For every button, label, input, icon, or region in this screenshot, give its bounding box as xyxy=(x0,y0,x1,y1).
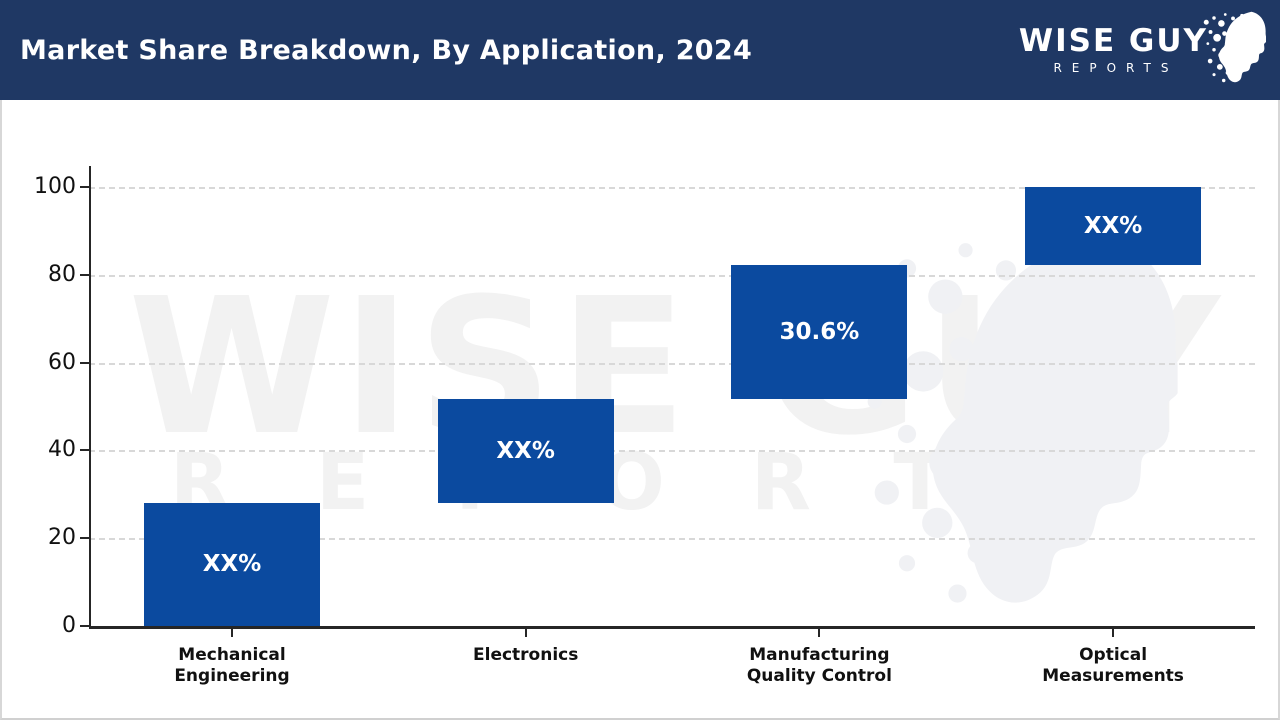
bar-value-label: XX% xyxy=(202,551,262,578)
gridline xyxy=(89,362,1255,365)
y-axis-tick-label: 0 xyxy=(62,613,76,638)
wise-guy-logo: WISE GUY REPORTS xyxy=(1019,9,1266,91)
x-axis-tick xyxy=(524,629,527,637)
y-axis-tick-label: 60 xyxy=(48,349,76,375)
x-axis-label-mechanical-engineering: Mechanical Engineering xyxy=(174,645,290,687)
y-axis-tick xyxy=(80,186,90,188)
y-axis-tick-label: 80 xyxy=(48,261,76,287)
gridline xyxy=(89,450,1255,453)
logo-subtitle: REPORTS xyxy=(1053,60,1179,75)
logo-wordmark: WISE GUY xyxy=(1018,22,1208,59)
bar-manufacturing-quality-control: 30.6% xyxy=(731,264,908,400)
gridline xyxy=(89,274,1255,277)
x-axis-tick xyxy=(231,629,233,637)
plot: 0 20 40 60 80 100 XX% Mechanical Engineering XX%… xyxy=(2,100,1278,718)
bar-optical-measurements: XX% xyxy=(1025,187,1202,265)
logo-face-icon xyxy=(1202,9,1266,91)
x-axis-tick xyxy=(1112,629,1115,637)
y-axis-tick xyxy=(80,361,90,364)
bar-value-label: XX% xyxy=(496,437,555,464)
x-axis-label-electronics: Electronics xyxy=(473,645,579,665)
gridline xyxy=(89,187,1255,189)
x-axis-label-manufacturing-quality-control: Manufacturing Quality Control xyxy=(746,645,892,687)
bar-mechanical-engineering: XX% xyxy=(144,502,320,626)
y-axis-tick xyxy=(80,625,90,627)
logo-text: WISE GUY REPORTS xyxy=(1018,22,1208,75)
chart-area: WISE GUY REPORTS 0 20 40 60 80 100 XX% Mechanic… xyxy=(0,100,1280,720)
bar-electronics: XX% xyxy=(437,399,614,503)
page-title: Market Share Breakdown, By Application, … xyxy=(20,34,753,66)
bar-value-label: 30.6% xyxy=(779,318,860,345)
y-axis-line xyxy=(89,166,91,629)
bar-value-label: XX% xyxy=(1083,212,1143,239)
header-bar: Market Share Breakdown, By Application, … xyxy=(0,0,1280,100)
x-axis-label-optical-measurements: Optical Measurements xyxy=(1042,645,1184,687)
y-axis-tick xyxy=(80,273,90,276)
x-axis-tick xyxy=(818,629,821,637)
y-axis-tick xyxy=(80,537,90,540)
y-axis-tick-label: 100 xyxy=(34,174,76,199)
y-axis-tick-label: 40 xyxy=(48,437,76,463)
y-axis-tick-label: 20 xyxy=(48,525,76,551)
y-axis-tick xyxy=(80,449,90,452)
gridline xyxy=(89,538,1255,541)
x-axis-line xyxy=(89,626,1255,629)
